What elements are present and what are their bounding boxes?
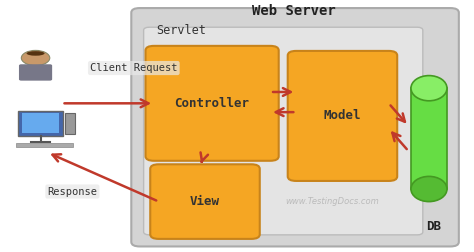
FancyBboxPatch shape bbox=[18, 111, 63, 136]
Bar bbox=[65, 113, 75, 134]
Text: Client Request: Client Request bbox=[90, 63, 178, 73]
Text: Servlet: Servlet bbox=[156, 23, 206, 37]
Ellipse shape bbox=[411, 176, 447, 202]
Text: Response: Response bbox=[47, 186, 97, 197]
Bar bbox=[16, 143, 73, 147]
Text: View: View bbox=[190, 195, 220, 208]
FancyBboxPatch shape bbox=[150, 164, 260, 239]
Text: www.TestingDocs.com: www.TestingDocs.com bbox=[285, 197, 379, 206]
FancyBboxPatch shape bbox=[144, 27, 423, 235]
Ellipse shape bbox=[411, 76, 447, 101]
Ellipse shape bbox=[27, 51, 45, 56]
FancyBboxPatch shape bbox=[146, 46, 279, 161]
Text: Web Server: Web Server bbox=[252, 4, 336, 18]
Bar bbox=[22, 113, 59, 133]
FancyBboxPatch shape bbox=[19, 64, 52, 81]
Text: Controller: Controller bbox=[174, 97, 250, 110]
FancyBboxPatch shape bbox=[131, 8, 459, 246]
Circle shape bbox=[21, 50, 50, 66]
Text: Model: Model bbox=[324, 109, 361, 122]
Bar bbox=[411, 88, 447, 189]
Text: DB: DB bbox=[426, 220, 441, 233]
FancyBboxPatch shape bbox=[288, 51, 397, 181]
